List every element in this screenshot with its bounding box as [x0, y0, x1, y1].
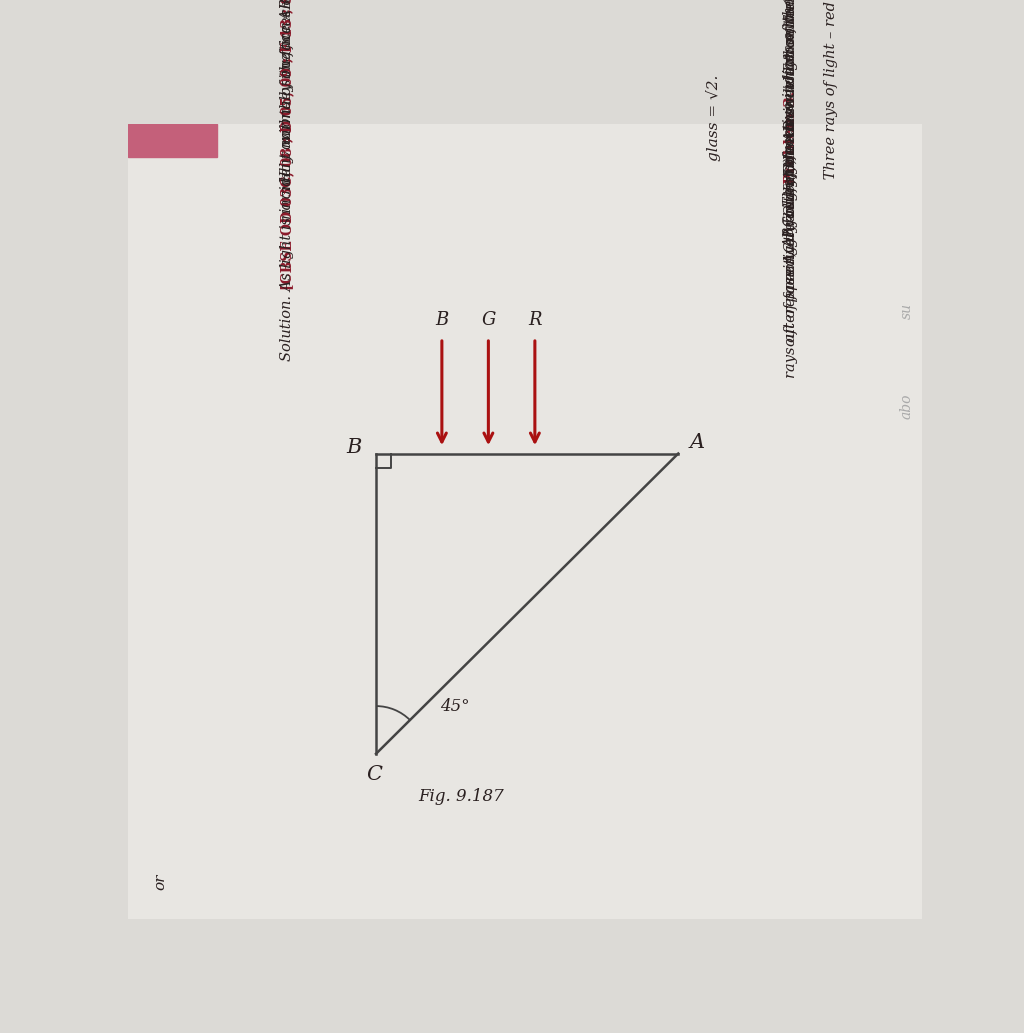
Text: Solution. As light is incident normally on face AB: Solution. As light is incident normally … — [280, 0, 294, 362]
Text: Problem 3.: Problem 3. — [783, 91, 798, 184]
Text: su: su — [900, 303, 913, 319]
Text: B: B — [435, 311, 449, 328]
Text: blue (B) – are incident on the face AB of right-angled prism: blue (B) – are incident on the face AB o… — [783, 0, 798, 216]
Bar — [128, 124, 217, 157]
Text: B: B — [346, 438, 362, 457]
Text: Three rays of light – red (R), green (G) and: Three rays of light – red (R), green (G)… — [823, 0, 838, 184]
Text: or: or — [154, 874, 168, 890]
Text: How will the situation change if these rays were incident: How will the situation change if these r… — [280, 0, 294, 184]
Text: abo: abo — [900, 394, 913, 418]
Text: R: R — [528, 311, 542, 328]
Text: ABC. The refractive indices of the material of the prism for: ABC. The refractive indices of the mater… — [783, 0, 798, 249]
Text: out of face AC ? Justify your answer. Trace the path of these: out of face AC ? Justify your answer. Tr… — [783, 0, 798, 346]
Text: Fig. 9.187: Fig. 9.187 — [419, 788, 504, 805]
Text: red, green and blue wavelengths are 1.39,  1.44 and 1.47: red, green and blue wavelengths are 1.39… — [783, 0, 798, 281]
Text: glass = √2.: glass = √2. — [706, 74, 721, 161]
Text: [CBSE OD 03C, 08 ; D 05, 09 ; F 13 ; SP 20]: [CBSE OD 03C, 08 ; D 05, 09 ; F 13 ; SP … — [280, 0, 294, 290]
Text: normally on one of the faces of an equilateral prism ?: normally on one of the faces of an equil… — [280, 0, 294, 219]
Text: rays after passing through face AB: rays after passing through face AB — [783, 120, 798, 378]
Text: C: C — [367, 765, 382, 784]
Text: 45°: 45° — [439, 698, 469, 716]
Text: respectively. Out of the three which colour ray will emerge: respectively. Out of the three which col… — [783, 0, 798, 313]
Text: G: G — [481, 311, 496, 328]
Text: A: A — [690, 433, 706, 452]
